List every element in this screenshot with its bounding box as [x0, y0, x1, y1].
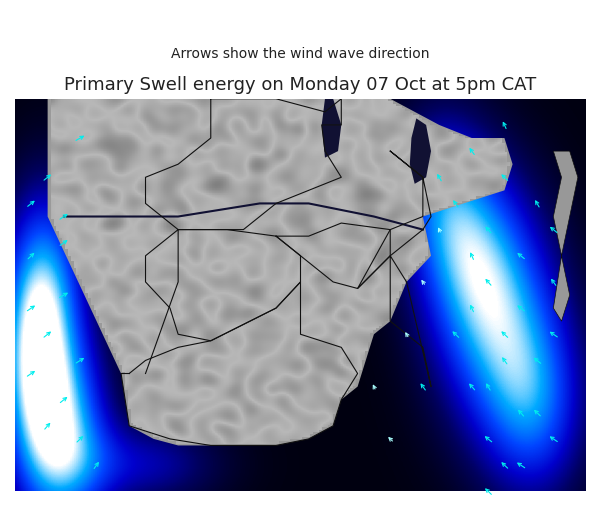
Polygon shape: [322, 99, 341, 158]
Polygon shape: [410, 118, 431, 184]
Title: Primary Swell energy on Monday 07 Oct at 5pm CAT: Primary Swell energy on Monday 07 Oct at…: [64, 76, 537, 94]
Polygon shape: [47, 99, 513, 445]
Polygon shape: [554, 151, 578, 321]
Text: Arrows show the wind wave direction: Arrows show the wind wave direction: [171, 47, 430, 61]
